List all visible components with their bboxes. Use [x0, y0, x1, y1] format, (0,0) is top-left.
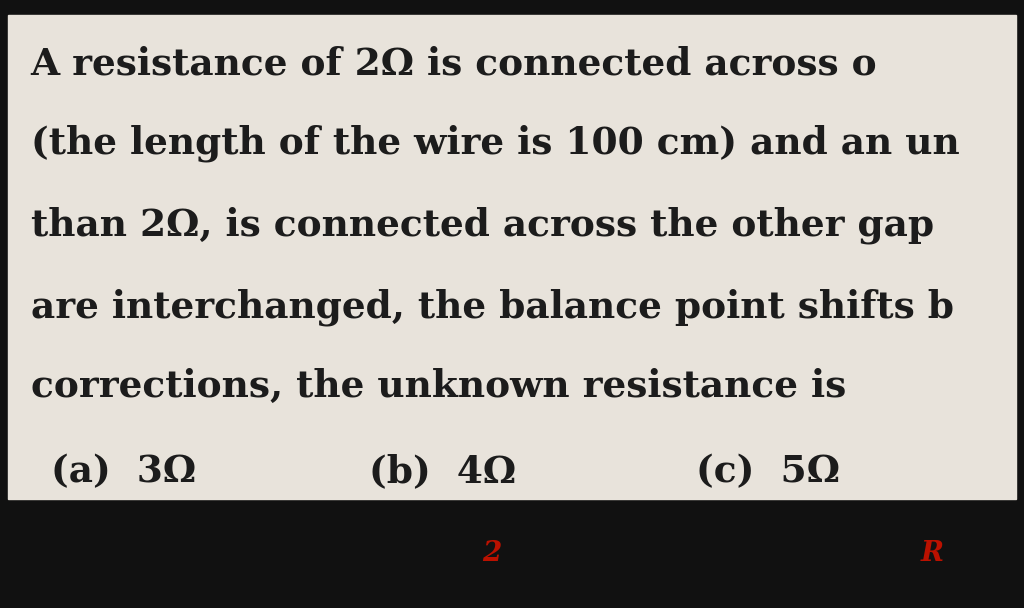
Text: than 2Ω, is connected across the other gap: than 2Ω, is connected across the other g…	[31, 207, 934, 244]
Text: are interchanged, the balance point shifts b: are interchanged, the balance point shif…	[31, 289, 953, 326]
Text: corrections, the unknown resistance is: corrections, the unknown resistance is	[31, 368, 846, 405]
Text: A resistance of 2Ω is connected across o: A resistance of 2Ω is connected across o	[31, 46, 878, 83]
Text: (the length of the wire is 100 cm) and an un: (the length of the wire is 100 cm) and a…	[31, 125, 959, 162]
Text: (a)  3Ω: (a) 3Ω	[51, 453, 197, 490]
Text: R: R	[921, 540, 943, 567]
Text: (b)  4Ω: (b) 4Ω	[369, 453, 516, 490]
Text: (c)  5Ω: (c) 5Ω	[696, 453, 841, 490]
Text: 2: 2	[482, 540, 501, 567]
FancyBboxPatch shape	[8, 15, 1016, 499]
